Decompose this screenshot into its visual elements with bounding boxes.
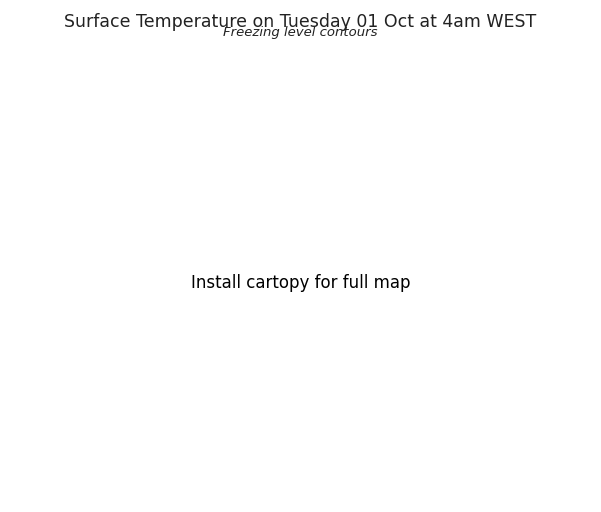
- Text: Freezing level contours: Freezing level contours: [223, 26, 378, 38]
- Text: Install cartopy for full map: Install cartopy for full map: [191, 274, 410, 292]
- Text: Surface Temperature on Tuesday 01 Oct at 4am WEST: Surface Temperature on Tuesday 01 Oct at…: [64, 13, 537, 31]
